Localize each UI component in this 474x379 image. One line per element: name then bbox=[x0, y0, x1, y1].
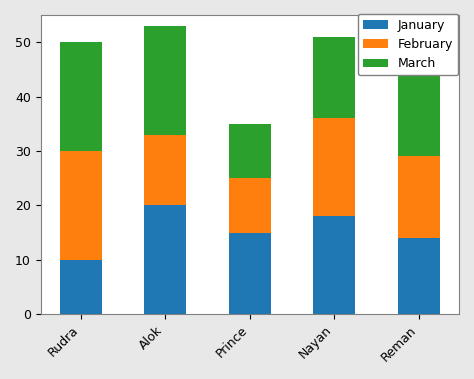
Legend: January, February, March: January, February, March bbox=[358, 14, 458, 75]
Bar bbox=[313, 37, 356, 118]
Bar bbox=[313, 118, 356, 216]
Bar bbox=[60, 42, 102, 151]
Bar bbox=[144, 135, 186, 205]
Bar bbox=[398, 58, 440, 157]
Bar bbox=[313, 216, 356, 314]
Bar bbox=[60, 151, 102, 260]
Bar bbox=[229, 233, 271, 314]
Bar bbox=[398, 238, 440, 314]
Bar bbox=[398, 157, 440, 238]
Bar bbox=[144, 205, 186, 314]
Bar bbox=[229, 178, 271, 233]
Bar bbox=[60, 260, 102, 314]
Bar bbox=[229, 124, 271, 178]
Bar bbox=[144, 26, 186, 135]
